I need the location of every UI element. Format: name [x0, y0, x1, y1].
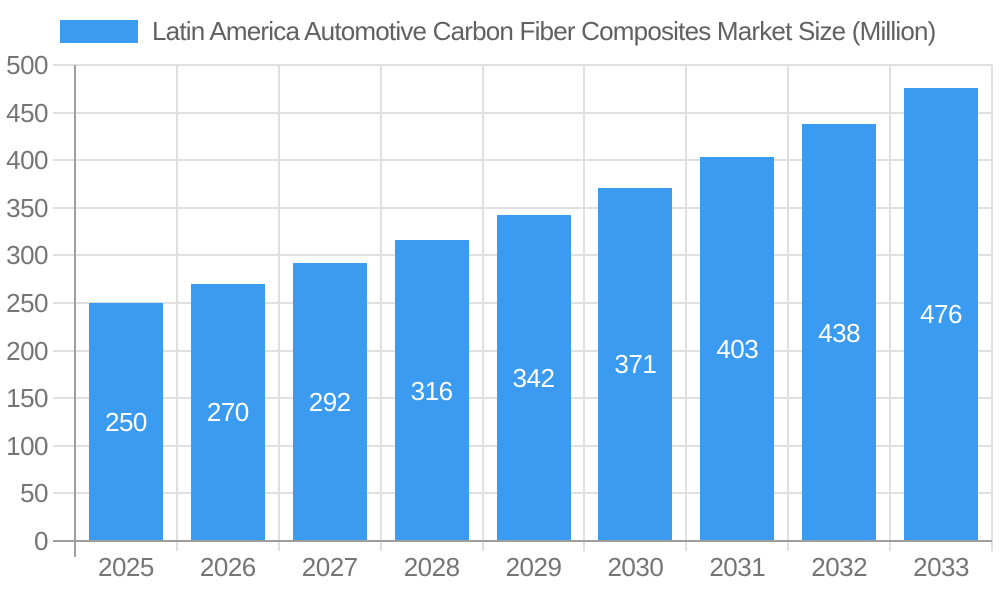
bar: 250 — [88, 303, 163, 541]
y-axis-line — [74, 65, 76, 557]
gridline-h — [53, 206, 992, 209]
bar-value-label: 316 — [410, 375, 453, 406]
y-axis-label: 100 — [6, 430, 48, 461]
x-axis-line — [53, 540, 992, 542]
gridline-h — [53, 111, 992, 114]
gridline-v — [991, 65, 993, 551]
legend-label: Latin America Automotive Carbon Fiber Co… — [152, 16, 936, 46]
y-axis-label: 300 — [6, 240, 48, 271]
bar: 371 — [598, 187, 673, 541]
x-axis-label: 2032 — [811, 552, 868, 582]
y-axis-label: 0 — [34, 526, 48, 556]
x-axis-label: 2031 — [709, 552, 766, 582]
y-axis-label: 150 — [6, 383, 48, 414]
gridline-v — [481, 65, 484, 551]
gridline-v — [175, 65, 178, 551]
bar: 292 — [292, 263, 367, 541]
bar: 476 — [904, 87, 979, 541]
bar-value-label: 250 — [104, 407, 147, 437]
x-axis-label: 2027 — [301, 552, 358, 582]
bar-value-label: 270 — [206, 397, 249, 428]
gridline-v — [583, 65, 586, 551]
y-axis-label: 400 — [6, 145, 48, 176]
y-axis-label: 350 — [6, 192, 48, 223]
x-axis-label: 2025 — [98, 552, 154, 582]
y-axis-label: 500 — [6, 50, 48, 80]
gridline-v — [889, 65, 892, 551]
y-axis-label: 450 — [6, 97, 48, 128]
x-axis-label: 2029 — [505, 552, 562, 582]
bar-value-label: 476 — [920, 299, 962, 330]
bar-value-label: 438 — [818, 317, 861, 348]
y-axis-label: 50 — [20, 478, 48, 509]
gridline-v — [379, 65, 382, 551]
legend-swatch — [60, 20, 138, 43]
bar: 270 — [190, 283, 265, 541]
gridline-h — [53, 159, 992, 162]
bar-value-label: 342 — [512, 363, 555, 394]
legend: Latin America Automotive Carbon Fiber Co… — [60, 16, 936, 46]
gridline-v — [685, 65, 688, 551]
y-axis-label: 200 — [6, 335, 48, 366]
x-axis-label: 2028 — [403, 552, 460, 582]
x-axis-label: 2033 — [913, 552, 969, 582]
gridline-v — [787, 65, 790, 551]
bar: 403 — [700, 157, 775, 541]
bar-value-label: 292 — [308, 387, 351, 417]
y-axis-label: 250 — [6, 288, 48, 318]
gridline-v — [277, 65, 280, 551]
x-axis-label: 2030 — [607, 552, 664, 582]
gridline-h — [53, 64, 992, 66]
bar: 438 — [802, 124, 877, 541]
bar-value-label: 371 — [614, 349, 657, 380]
x-axis-label: 2026 — [199, 552, 256, 582]
bar: 316 — [394, 240, 469, 541]
bar-value-label: 403 — [716, 334, 759, 365]
bar: 342 — [496, 215, 571, 541]
